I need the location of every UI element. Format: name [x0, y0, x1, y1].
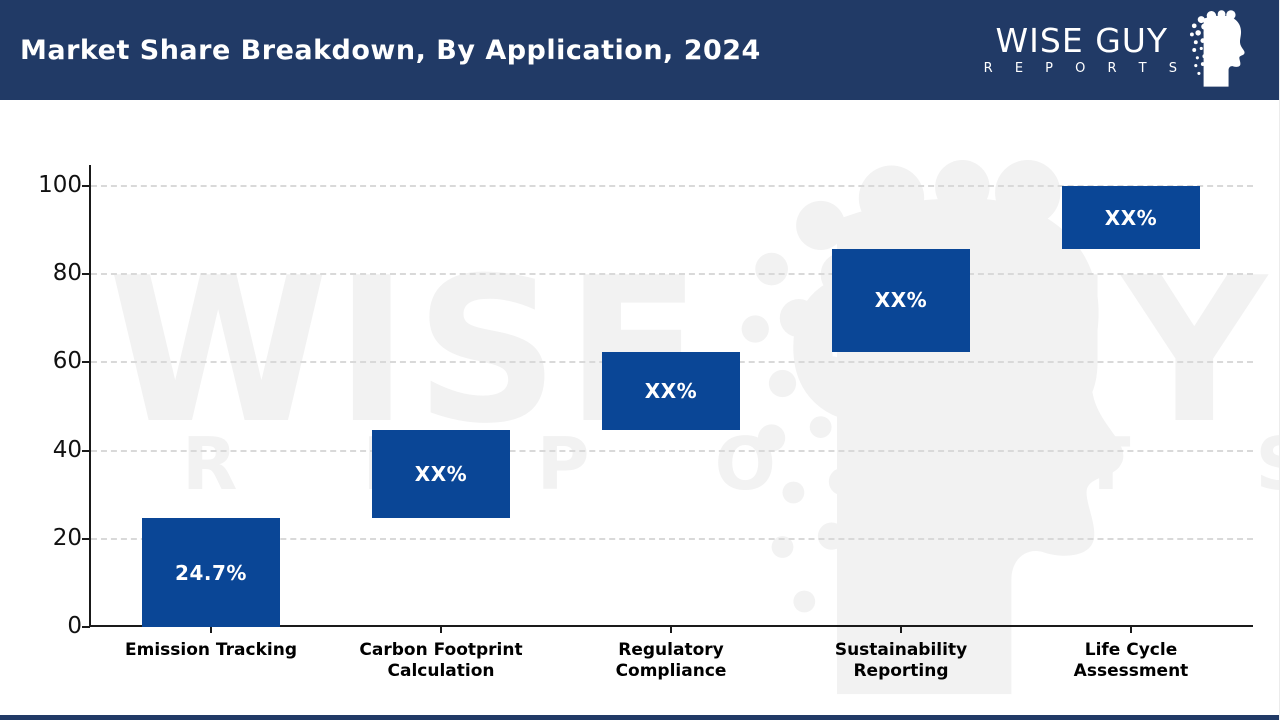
gridline-y80: [91, 273, 1253, 276]
gridline-y40: [91, 449, 1253, 452]
logo-subtitle: R E P O R T S: [983, 60, 1186, 76]
x-category-label: Carbon Footprint Calculation: [359, 640, 523, 682]
y-tick-label-0: 0: [67, 613, 82, 639]
y-tick-label-40: 40: [52, 436, 82, 463]
bar-value-label: 24.7%: [175, 560, 247, 585]
y-tick-60: [82, 361, 90, 364]
wiseguy-logo: WISE GUY R E P O R T S: [978, 7, 1279, 93]
x-axis: [89, 625, 1253, 627]
y-tick-0: [82, 626, 90, 628]
y-tick-40: [82, 449, 90, 452]
y-tick-100: [82, 185, 90, 187]
bar-value-label: XX%: [874, 288, 928, 313]
x-tick: [440, 627, 442, 633]
bar-segment: XX%: [372, 430, 510, 519]
bar-segment: XX%: [1062, 186, 1200, 250]
x-category-label: Regulatory Compliance: [615, 640, 727, 682]
x-category-label: Emission Tracking: [125, 640, 297, 660]
y-axis: [89, 165, 91, 627]
y-tick-20: [82, 537, 90, 540]
x-tick: [670, 627, 672, 633]
bar-segment: 24.7%: [142, 518, 280, 627]
x-tick: [210, 627, 212, 633]
gridline-y20: [91, 537, 1253, 540]
logo-text: WISE GUY R E P O R T S: [978, 24, 1186, 76]
bar-value-label: XX%: [1104, 205, 1158, 230]
x-category-label: Sustainability Reporting: [834, 640, 968, 682]
y-tick-label-20: 20: [52, 524, 82, 551]
y-tick-label-100: 100: [38, 172, 82, 198]
x-tick: [900, 627, 902, 633]
x-tick: [1130, 627, 1132, 633]
page-title: Market Share Breakdown, By Application, …: [20, 34, 761, 66]
logo-wordmark: WISE GUY: [995, 21, 1169, 61]
y-tick-label-80: 80: [52, 260, 82, 287]
bar-segment: XX%: [832, 249, 970, 352]
bar-value-label: XX%: [644, 379, 698, 404]
x-category-label: Life Cycle Assessment: [1073, 640, 1189, 682]
y-tick-label-60: 60: [52, 348, 82, 375]
gridline-y100: [91, 185, 1253, 187]
footer-bar: [0, 715, 1279, 720]
header: Market Share Breakdown, By Application, …: [0, 0, 1279, 100]
bar-segment: XX%: [602, 351, 740, 431]
bar-value-label: XX%: [414, 462, 468, 487]
y-tick-80: [82, 273, 90, 276]
